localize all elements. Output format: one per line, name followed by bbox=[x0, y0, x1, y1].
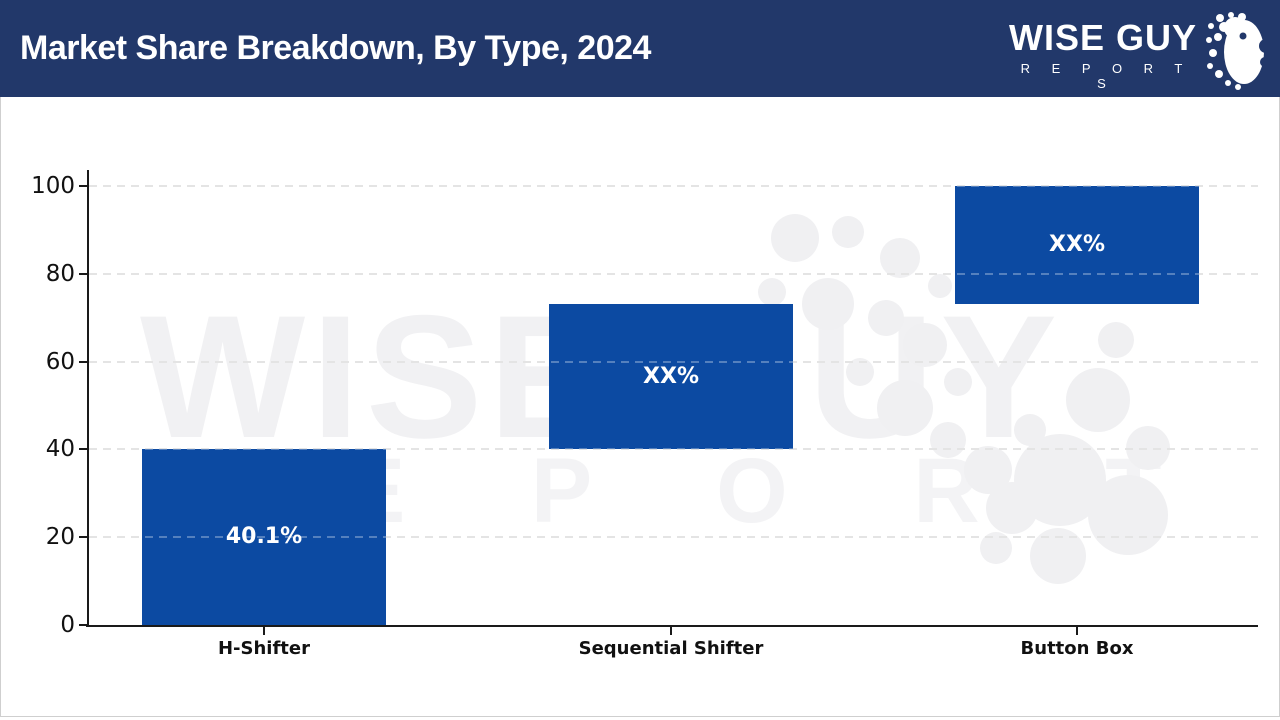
logo-name-text: WISE GUY bbox=[1008, 17, 1198, 58]
x-axis-tick-1 bbox=[670, 627, 672, 635]
bar-h-shifter: 40.1% bbox=[142, 448, 386, 625]
gridline-100 bbox=[89, 185, 1258, 187]
watermark-face-dot bbox=[928, 274, 952, 298]
watermark-face-dot bbox=[1066, 368, 1130, 432]
gridline-20 bbox=[89, 536, 1258, 539]
y-axis-label-0: 0 bbox=[60, 612, 75, 638]
logo-wordmark: WISE GUY R E P O R T S bbox=[1006, 17, 1200, 92]
y-axis-tick-0 bbox=[79, 624, 87, 626]
wise-guy-logo: WISE GUY R E P O R T S bbox=[1006, 6, 1272, 92]
watermark-face-dot bbox=[832, 216, 864, 248]
gridline-overlay-20 bbox=[89, 536, 1258, 539]
watermark-face-dot bbox=[1098, 322, 1134, 358]
logo-face-icon bbox=[1206, 12, 1266, 90]
y-axis-tick-40 bbox=[79, 448, 87, 451]
watermark-face-dot bbox=[930, 422, 966, 458]
bar-button-box: XX% bbox=[955, 186, 1199, 304]
logo-subtitle-text: R E P O R T S bbox=[1020, 61, 1192, 91]
bar-value-label: 40.1% bbox=[225, 524, 303, 550]
x-axis-label-1: Sequential Shifter bbox=[578, 638, 764, 659]
page-title: Market Share Breakdown, By Type, 2024 bbox=[20, 29, 651, 67]
x-axis-tick-2 bbox=[1076, 627, 1078, 635]
watermark-face-dot bbox=[903, 323, 947, 367]
watermark-face-dot bbox=[758, 278, 786, 306]
gridline-overlay-80 bbox=[89, 272, 1258, 275]
watermark-face-dot bbox=[1088, 475, 1168, 555]
x-axis-line bbox=[86, 625, 1258, 627]
gridline-80 bbox=[89, 272, 1258, 275]
watermark-face-dot bbox=[846, 358, 874, 386]
gridline-overlay-40 bbox=[89, 448, 1258, 451]
watermark-face-dot bbox=[880, 238, 920, 278]
gridline-overlay-100 bbox=[89, 185, 1258, 187]
bar-sequential-shifter: XX% bbox=[549, 303, 793, 449]
watermark-face-dot bbox=[944, 368, 972, 396]
y-axis-label-100: 100 bbox=[31, 173, 75, 199]
y-axis-tick-60 bbox=[79, 360, 87, 363]
y-axis-tick-80 bbox=[79, 272, 87, 275]
bar-value-label: XX% bbox=[1049, 232, 1105, 258]
watermark-face-dot bbox=[802, 278, 854, 330]
y-axis-line bbox=[87, 170, 89, 627]
header: Market Share Breakdown, By Type, 2024 WI… bbox=[0, 0, 1280, 97]
x-axis-tick-0 bbox=[263, 627, 265, 635]
watermark-face-dot bbox=[1126, 426, 1170, 470]
y-axis-label-80: 80 bbox=[45, 260, 75, 287]
y-axis-label-60: 60 bbox=[45, 348, 75, 375]
bar-value-label: XX% bbox=[643, 363, 699, 389]
watermark-face-dot bbox=[877, 380, 933, 436]
x-axis-label-2: Button Box bbox=[1020, 638, 1134, 659]
gridline-40 bbox=[89, 448, 1258, 451]
watermark-face-dot bbox=[868, 300, 904, 336]
x-axis-label-0: H-Shifter bbox=[217, 638, 310, 659]
y-axis-label-40: 40 bbox=[45, 436, 75, 463]
y-axis-tick-100 bbox=[79, 185, 87, 187]
waterfall-chart: WISE GUY R E P O R T S 0 20 40 60 80 100 40.1%… bbox=[0, 97, 1280, 717]
y-axis-label-20: 20 bbox=[45, 524, 75, 551]
y-axis-tick-20 bbox=[79, 536, 87, 539]
watermark-face-dot bbox=[771, 214, 819, 262]
gridline-overlay-60 bbox=[89, 360, 1258, 363]
